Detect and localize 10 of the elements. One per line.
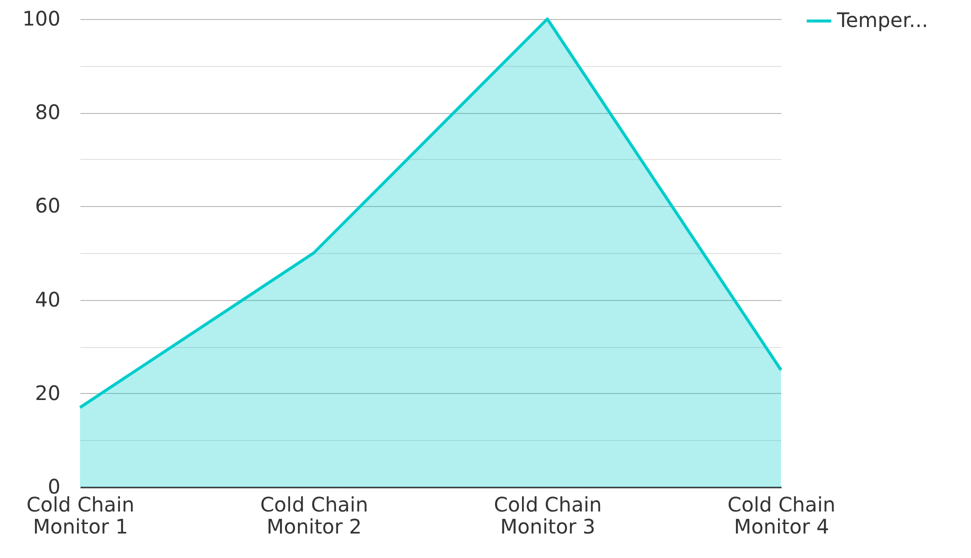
x-tick-label: Cold Chain Monitor 2 <box>260 492 368 538</box>
legend-label: Temper... <box>836 8 928 32</box>
x-tick-label: Cold Chain Monitor 1 <box>26 492 134 538</box>
y-tick-label: 60 <box>35 194 60 218</box>
y-tick-label: 80 <box>35 100 60 124</box>
x-tick-label: Cold Chain Monitor 4 <box>728 492 836 538</box>
y-tick-label: 100 <box>22 6 60 30</box>
x-tick-label: Cold Chain Monitor 3 <box>494 492 602 538</box>
y-tick-label: 20 <box>35 380 60 405</box>
y-tick-label: 40 <box>35 287 60 312</box>
